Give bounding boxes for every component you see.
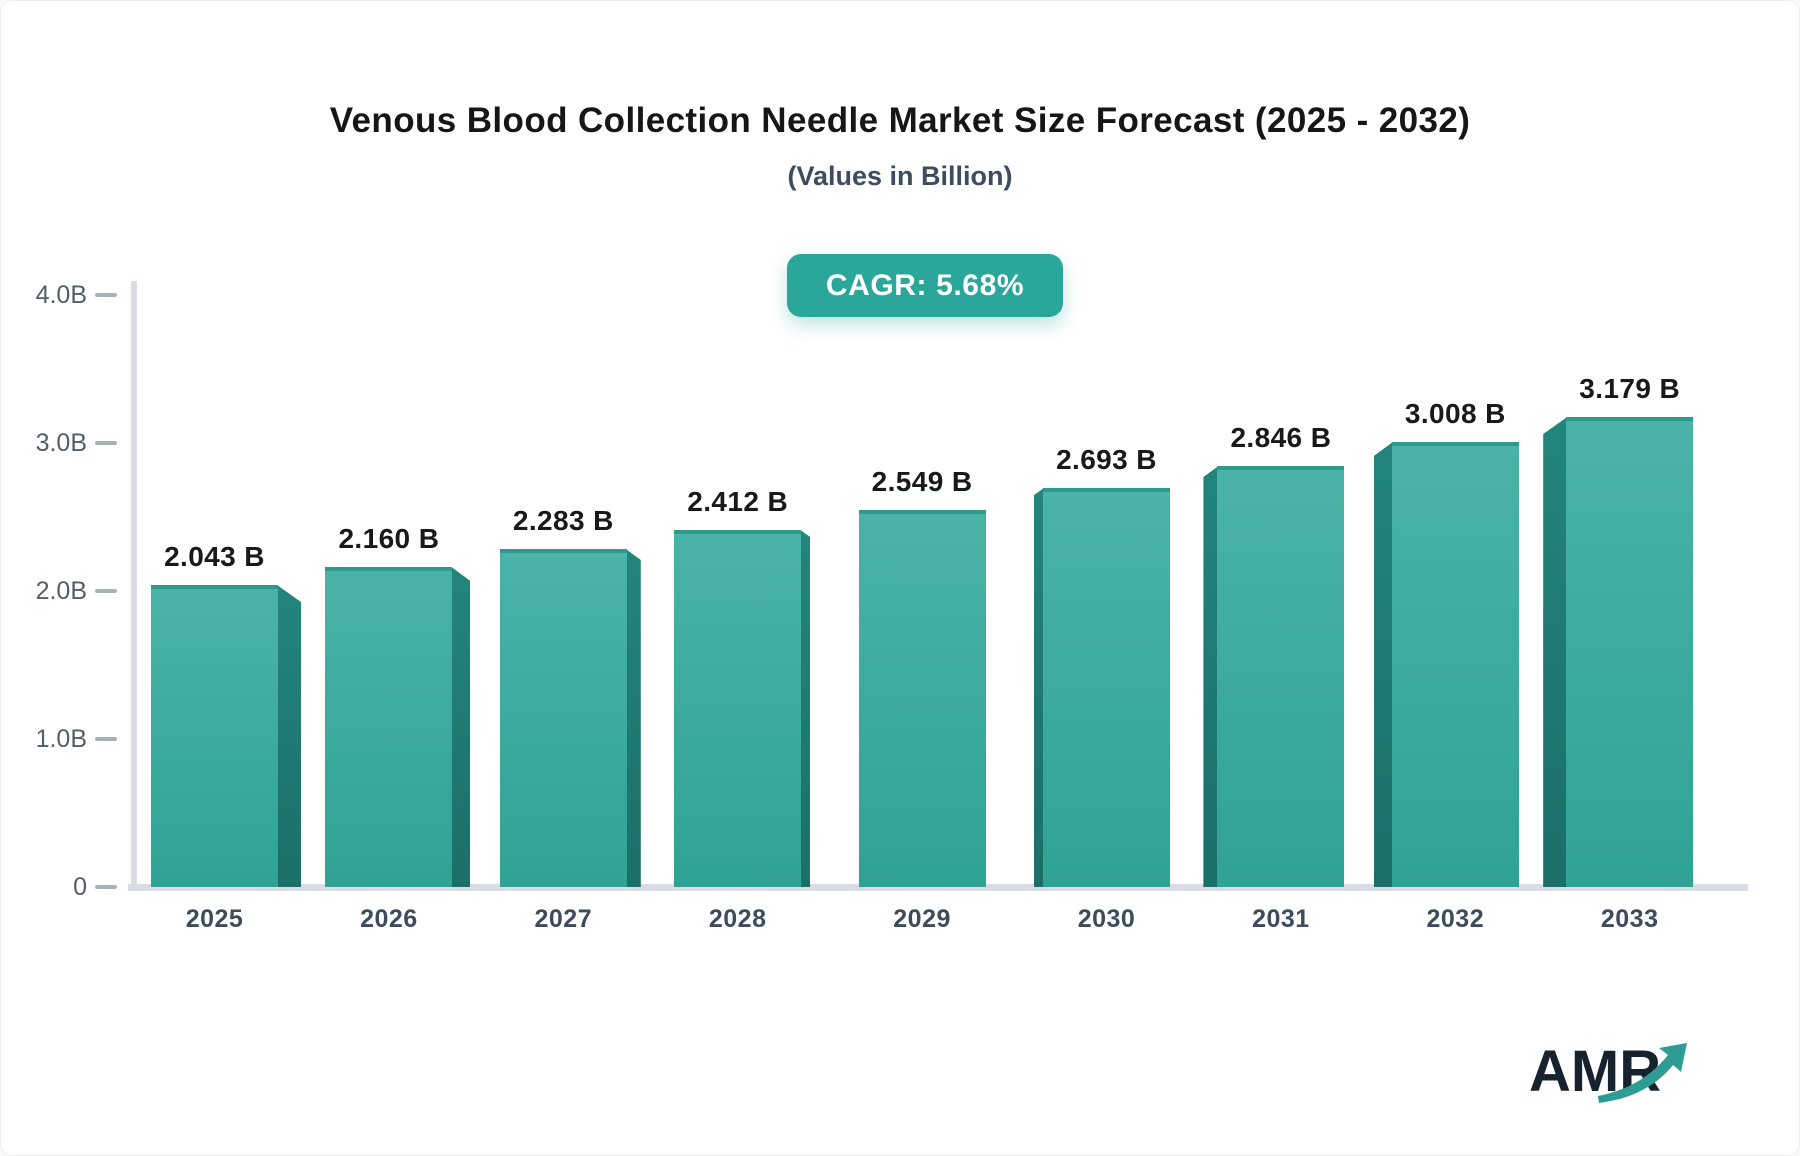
y-tick-mark <box>95 885 117 889</box>
bar-side-2026 <box>451 567 471 887</box>
chart-subtitle: (Values in Billion) <box>787 161 1013 191</box>
y-tick-label: 1.0B <box>35 725 87 753</box>
trend-up-arrow-icon <box>1598 1043 1687 1103</box>
y-tick-label: 0 <box>73 873 87 901</box>
x-axis-baseline <box>128 884 1748 891</box>
bar-side-2030 <box>1034 488 1044 887</box>
bar-side-2031 <box>1203 466 1219 887</box>
bar-side-2027 <box>625 549 641 887</box>
bar-2025 <box>151 585 278 887</box>
x-axis-label-2026: 2026 <box>360 905 418 933</box>
bar-2028 <box>674 530 802 887</box>
bar-value-label-2025: 2.043 B <box>164 541 265 572</box>
x-axis-label-2031: 2031 <box>1252 905 1310 933</box>
x-axis-label-2027: 2027 <box>534 905 593 933</box>
amr-logo-text: AMR <box>1529 1039 1661 1104</box>
bar-value-label-2032: 3.008 B <box>1404 398 1506 429</box>
bar-value-label-2029: 2.549 B <box>871 466 973 497</box>
x-axis-label-2028: 2028 <box>708 905 767 933</box>
cagr-badge-label: CAGR: 5.68% <box>825 268 1025 302</box>
x-axis-label-2030: 2030 <box>1077 905 1136 933</box>
bar-side-2028 <box>800 530 811 887</box>
x-axis-label-2029: 2029 <box>893 905 951 933</box>
bar-value-label-2031: 2.846 B <box>1230 422 1332 453</box>
bar-side-2033 <box>1543 417 1568 887</box>
bar-value-label-2026: 2.160 B <box>338 523 440 554</box>
bar-2030 <box>1043 488 1170 887</box>
bar-value-label-2027: 2.283 B <box>512 505 614 536</box>
x-axis-label-2033: 2033 <box>1600 905 1659 933</box>
x-axis-label-2025: 2025 <box>185 905 244 933</box>
bar-value-label-2028: 2.412 B <box>687 486 789 517</box>
bar-value-label-2033: 3.179 B <box>1579 373 1681 404</box>
bar-side-2032 <box>1373 442 1393 887</box>
y-tick-mark <box>95 589 117 593</box>
y-tick-label: 2.0B <box>35 577 87 605</box>
amr-logo: AMR <box>1529 1039 1687 1104</box>
cagr-badge: CAGR: 5.68% <box>787 254 1063 317</box>
bar-2032 <box>1391 442 1519 887</box>
y-axis-line <box>131 281 137 890</box>
bar-2031 <box>1217 466 1345 887</box>
y-tick-label: 4.0B <box>35 281 87 309</box>
bar-side-2025 <box>277 585 301 887</box>
y-tick-label: 3.0B <box>35 429 87 457</box>
x-axis-label-2032: 2032 <box>1426 905 1485 933</box>
chart-title: Venous Blood Collection Needle Market Si… <box>329 101 1471 140</box>
bar-2029 <box>858 510 986 887</box>
bar-value-label-2030: 2.693 B <box>1056 444 1157 475</box>
bar-2027 <box>499 549 627 887</box>
bar-2033 <box>1566 417 1694 887</box>
y-tick-mark <box>95 441 117 445</box>
bar-2026 <box>325 567 453 887</box>
y-tick-mark <box>95 293 117 297</box>
y-tick-mark <box>95 737 117 741</box>
